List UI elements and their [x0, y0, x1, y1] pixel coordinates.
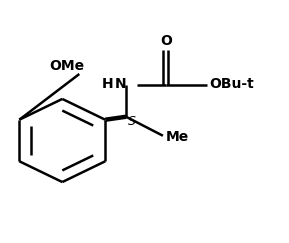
Text: O: O: [160, 34, 172, 48]
Text: N: N: [115, 77, 126, 90]
Text: H: H: [102, 77, 113, 90]
Text: OBu-t: OBu-t: [210, 77, 254, 91]
Text: Me: Me: [166, 130, 189, 144]
Text: OMe: OMe: [49, 59, 84, 73]
Text: S: S: [127, 115, 135, 128]
